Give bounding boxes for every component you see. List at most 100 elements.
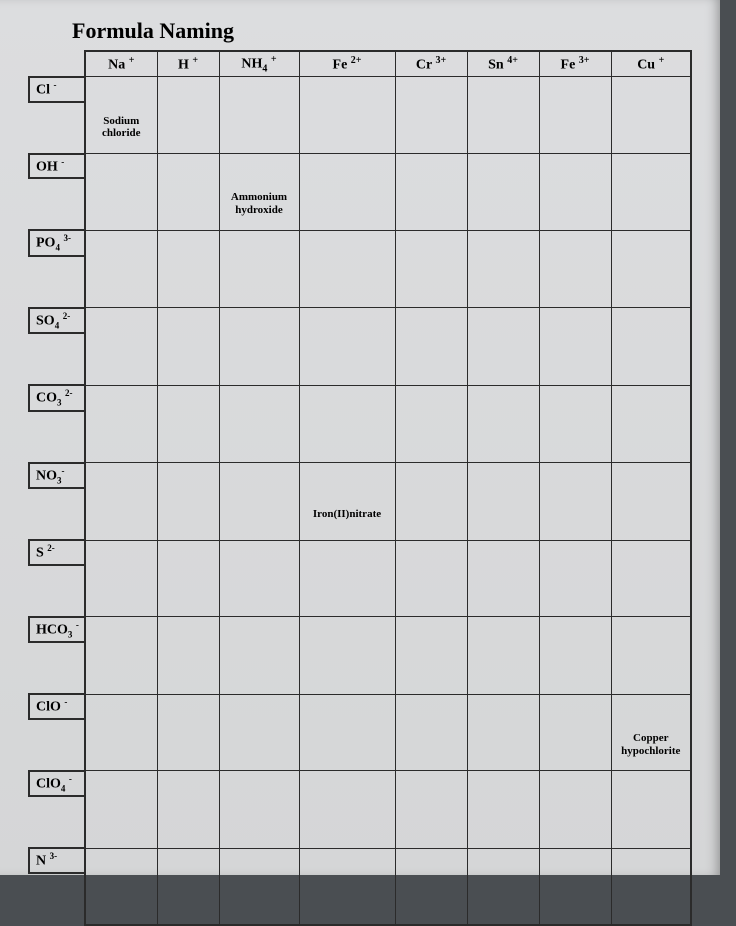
row-header-so4: SO4 2- (29, 308, 85, 333)
cell-oh-cr (395, 178, 467, 230)
cell-upper (539, 463, 611, 488)
row-header-clo4: ClO4 - (29, 771, 85, 796)
cell-oh-fe2 (299, 178, 395, 230)
table-row (29, 873, 691, 925)
cell-upper (85, 385, 157, 410)
cell-upper (299, 385, 395, 410)
cell-upper (85, 540, 157, 565)
cell-upper (299, 540, 395, 565)
col-header-h: H + (157, 51, 219, 77)
cell-upper (85, 77, 157, 102)
cell-s-sn (467, 565, 539, 617)
cell-clo-fe3 (539, 719, 611, 771)
cell-cl-fe2 (299, 102, 395, 154)
cell-upper (611, 385, 691, 410)
row-spacer (29, 488, 85, 540)
table-row (29, 411, 691, 463)
cell-upper (299, 230, 395, 255)
row-label-row: SO4 2- (29, 308, 691, 333)
cell-upper (395, 771, 467, 796)
cell-upper (299, 463, 395, 488)
cell-clo-sn (467, 719, 539, 771)
cell-clo4-fe2 (299, 796, 395, 848)
cell-cl-cr (395, 102, 467, 154)
cell-hco3-fe3 (539, 642, 611, 694)
cell-cl-cu (611, 102, 691, 154)
cell-upper (467, 694, 539, 719)
row-spacer (29, 719, 85, 771)
cell-n-h (157, 873, 219, 925)
cell-oh-sn (467, 178, 539, 230)
cell-s-na (85, 565, 157, 617)
cell-upper (219, 230, 299, 255)
row-spacer (29, 178, 85, 230)
cell-upper (157, 230, 219, 255)
cell-clo4-cr (395, 796, 467, 848)
cell-upper (467, 154, 539, 179)
cell-n-cr (395, 873, 467, 925)
cell-upper (539, 154, 611, 179)
table-row: Iron(II)nitrate (29, 488, 691, 540)
cell-upper (157, 385, 219, 410)
cell-upper (85, 694, 157, 719)
cell-s-fe3 (539, 565, 611, 617)
cell-upper (85, 848, 157, 873)
cell-co3-sn (467, 411, 539, 463)
row-spacer (29, 411, 85, 463)
cell-upper (611, 617, 691, 642)
cell-upper (395, 694, 467, 719)
cell-upper (611, 77, 691, 102)
naming-table: Na +H +NH4 +Fe 2+Cr 3+Sn 4+Fe 3+Cu + Cl … (28, 50, 692, 926)
row-spacer (29, 642, 85, 694)
cell-upper (539, 385, 611, 410)
row-label-row: CO3 2- (29, 385, 691, 410)
cell-hco3-h (157, 642, 219, 694)
cell-hco3-na (85, 642, 157, 694)
cell-upper (467, 230, 539, 255)
table-row (29, 565, 691, 617)
cell-upper (611, 463, 691, 488)
page-title: Formula Naming (72, 18, 692, 44)
cell-upper (467, 771, 539, 796)
cell-clo4-fe3 (539, 796, 611, 848)
table-row: Copper hypochlorite (29, 719, 691, 771)
cell-po4-fe3 (539, 256, 611, 308)
cell-so4-h (157, 333, 219, 385)
cell-upper (299, 308, 395, 333)
row-header-cl: Cl - (29, 77, 85, 102)
cell-no3-na (85, 488, 157, 540)
cell-n-fe3 (539, 873, 611, 925)
row-header-co3: CO3 2- (29, 385, 85, 410)
cell-upper (539, 308, 611, 333)
cell-oh-fe3 (539, 178, 611, 230)
cell-upper (157, 540, 219, 565)
cell-hco3-sn (467, 642, 539, 694)
table-row: Sodium chloride (29, 102, 691, 154)
cell-upper (85, 308, 157, 333)
cell-upper (539, 230, 611, 255)
cell-so4-cr (395, 333, 467, 385)
cell-upper (539, 540, 611, 565)
cell-upper (157, 77, 219, 102)
cell-upper (85, 463, 157, 488)
cell-upper (611, 230, 691, 255)
cell-po4-cr (395, 256, 467, 308)
cell-upper (395, 463, 467, 488)
cell-clo4-h (157, 796, 219, 848)
cell-hco3-fe2 (299, 642, 395, 694)
cell-upper (299, 154, 395, 179)
table-row (29, 333, 691, 385)
cell-upper (467, 540, 539, 565)
cell-upper (395, 617, 467, 642)
col-header-na: Na + (85, 51, 157, 77)
cell-upper (467, 617, 539, 642)
cell-clo-fe2 (299, 719, 395, 771)
cell-po4-h (157, 256, 219, 308)
column-header-row: Na +H +NH4 +Fe 2+Cr 3+Sn 4+Fe 3+Cu + (29, 51, 691, 77)
cell-oh-h (157, 178, 219, 230)
cell-po4-sn (467, 256, 539, 308)
cell-upper (395, 154, 467, 179)
cell-oh-na (85, 178, 157, 230)
cell-upper (467, 463, 539, 488)
row-spacer (29, 333, 85, 385)
